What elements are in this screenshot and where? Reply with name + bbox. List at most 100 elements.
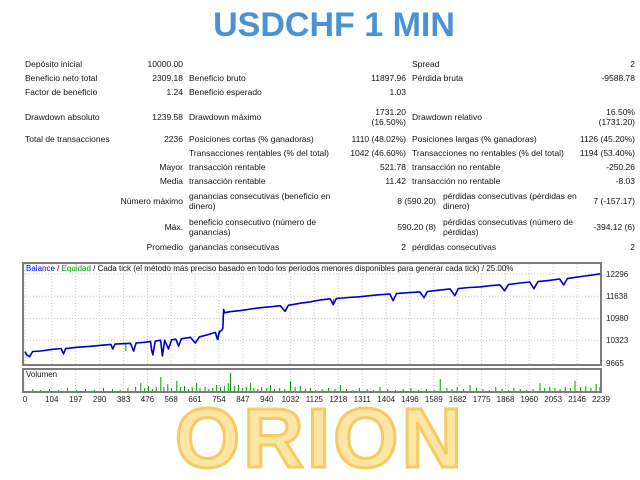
stats-row: Media transacción rentable 11.42 transacció… bbox=[25, 174, 637, 188]
x-axis-tick-label: 1868 bbox=[496, 395, 515, 404]
stat-value: 11897.96 bbox=[371, 72, 406, 83]
legend-mode-text: / Cada tick (el método más preciso basad… bbox=[90, 264, 514, 273]
stat-label: Transacciones rentables (% del total) bbox=[189, 147, 330, 158]
x-axis-tick-label: 383 bbox=[116, 395, 131, 404]
stat-label: Posiciones cortas (% ganadoras) bbox=[189, 133, 314, 144]
stat-value: 1194 (53.40%) bbox=[579, 147, 635, 158]
stat-value: 1126 (45.20%) bbox=[579, 133, 635, 144]
stat-label: transacción no rentable bbox=[412, 175, 501, 186]
x-axis-tick-label: 1682 bbox=[448, 395, 467, 404]
stat-label: Posiciones largas (% ganadoras) bbox=[412, 133, 537, 144]
stat-label: transacción rentable bbox=[189, 175, 266, 186]
stat-label: Depósito inicial bbox=[25, 58, 83, 69]
stat-label: pérdidas consecutivas (pérdidas en diner… bbox=[443, 190, 577, 211]
x-axis-tick-label: 2146 bbox=[568, 395, 586, 404]
stat-label: Drawdown máximo bbox=[189, 111, 262, 122]
stat-value: Mayor bbox=[159, 161, 183, 172]
y-axis-tick-label: 12296 bbox=[606, 269, 629, 279]
stat-label: Beneficio esperado bbox=[189, 86, 262, 97]
stat-label: pérdidas consecutivas bbox=[412, 241, 497, 252]
x-axis-tick-label: 104 bbox=[45, 395, 59, 404]
stat-label: Beneficio neto total bbox=[25, 72, 98, 83]
stats-row: Drawdown absoluto 1239.58 Drawdown máximo 1… bbox=[25, 104, 637, 130]
stat-value: 1110 (48.02%) bbox=[351, 133, 407, 144]
stats-row: Beneficio neto total 2309.18 Beneficio bru… bbox=[25, 71, 637, 85]
volume-label: Volumen bbox=[26, 370, 58, 379]
stat-value: 1239.58 bbox=[152, 111, 183, 122]
stat-label: ganancias consecutivas (beneficio en din… bbox=[189, 190, 331, 211]
watermark-text: ORION bbox=[173, 391, 466, 480]
x-axis-tick-label: 290 bbox=[92, 395, 107, 404]
x-axis-tick-label: 1960 bbox=[520, 395, 539, 404]
x-axis-tick-label: 940 bbox=[260, 395, 274, 404]
x-axis-tick-label: 1589 bbox=[424, 395, 443, 404]
stat-label: Beneficio bruto bbox=[189, 72, 246, 83]
balance-legend-label: Balance bbox=[26, 264, 55, 273]
x-axis-tick-label: 1311 bbox=[353, 395, 371, 404]
y-axis-tick-label: 11638 bbox=[606, 291, 628, 301]
stat-label: Spread bbox=[412, 58, 440, 69]
x-axis-tick-label: 476 bbox=[140, 395, 155, 404]
stat-value: 2 bbox=[401, 241, 406, 252]
stat-value: Número máximo bbox=[120, 195, 183, 206]
stat-value: Media bbox=[159, 175, 183, 186]
stat-value: -250.26 bbox=[606, 161, 635, 172]
y-axis-tick-label: 9665 bbox=[606, 358, 624, 368]
equity-legend-label: Equidad bbox=[61, 264, 91, 273]
stat-label: Total de transacciones bbox=[25, 133, 110, 144]
stat-value: 2309.18 bbox=[152, 72, 183, 83]
stat-label: Factor de beneficio bbox=[25, 86, 98, 97]
x-axis-tick-label: 1775 bbox=[472, 395, 491, 404]
stats-row: Total de transacciones 2236 Posiciones cor… bbox=[25, 132, 637, 146]
x-axis-tick-label: 754 bbox=[212, 395, 226, 404]
stat-value: 1042 (46.60%) bbox=[350, 147, 406, 158]
stats-row: Promedio ganancias consecutivas 2 pérdidas … bbox=[25, 240, 637, 254]
stat-value: 2 bbox=[630, 58, 635, 69]
stat-value: Promedio bbox=[146, 241, 183, 252]
stat-label: Transacciones no rentables (% del total) bbox=[412, 147, 564, 158]
x-axis-tick-label: 2239 bbox=[592, 395, 610, 404]
x-axis-tick-label: 1125 bbox=[305, 395, 324, 404]
stat-label: beneficio consecutivo (número de gananci… bbox=[189, 216, 317, 237]
x-axis-tick-label: 0 bbox=[22, 395, 28, 404]
stat-label: Pérdida bruta bbox=[412, 72, 464, 83]
page-title: USDCHF 1 MIN bbox=[213, 6, 455, 44]
stats-row: Depósito inicial 10000.00 Spread 2 bbox=[25, 57, 637, 71]
stat-value: 521.78 bbox=[380, 161, 406, 172]
stat-label: transacción no rentable bbox=[412, 161, 501, 172]
stat-value: -9588.78 bbox=[601, 72, 635, 83]
stats-row: Transacciones rentables (% del total) 104… bbox=[25, 146, 637, 160]
stat-label: Drawdown relativo bbox=[412, 111, 482, 122]
y-axis-tick-label: 10323 bbox=[606, 336, 629, 346]
x-axis-tick-label: 1404 bbox=[377, 395, 396, 404]
stats-row: Máx. beneficio consecutivo (número de gan… bbox=[25, 214, 637, 240]
stat-label: pérdidas consecutivas (número de pérdida… bbox=[443, 216, 573, 237]
stat-value: -8.03 bbox=[615, 175, 635, 186]
stats-row: Número máximo ganancias consecutivas (ben… bbox=[25, 188, 637, 214]
balance-chart-plot bbox=[24, 264, 600, 364]
chart-legend: Balance / Equidad / Cada tick (el método… bbox=[26, 264, 513, 273]
stats-row: Mayor transacción rentable 521.78 transacci… bbox=[25, 160, 637, 174]
x-axis-tick-label: 661 bbox=[188, 395, 202, 404]
y-axis-tick-label: 10980 bbox=[606, 314, 629, 324]
volume-chart-pane: Volumen bbox=[22, 368, 602, 393]
balance-chart-pane: Balance / Equidad / Cada tick (el método… bbox=[22, 262, 602, 366]
stat-value: 1731.20 (16.50%) bbox=[371, 106, 407, 127]
stat-label: transacción rentable bbox=[189, 161, 266, 172]
x-axis-labels: 0 104 197 290 383 476 568 661 754 847 940 1032 1125 1… bbox=[22, 395, 610, 405]
legend-separator: / bbox=[54, 264, 62, 273]
stat-value: 2236 bbox=[164, 133, 183, 144]
stat-label: ganancias consecutivas bbox=[189, 241, 280, 252]
x-axis-tick-label: 197 bbox=[68, 395, 83, 404]
stat-value: 7 (-157.17) bbox=[593, 195, 635, 206]
stat-label: Drawdown absoluto bbox=[25, 111, 100, 122]
stats-row: Factor de beneficio 1.24 Beneficio esperad… bbox=[25, 85, 637, 99]
volume-chart-plot bbox=[24, 370, 600, 391]
stat-value: 2 bbox=[630, 241, 635, 252]
x-axis-tick-label: 2053 bbox=[544, 395, 563, 404]
stat-value: Máx. bbox=[164, 221, 183, 232]
x-axis-tick-label: 1032 bbox=[281, 395, 300, 404]
stats-table: Depósito inicial 10000.00 Spread 2 Beneficio… bbox=[25, 57, 637, 254]
x-axis-tick-label: 1218 bbox=[329, 395, 348, 404]
